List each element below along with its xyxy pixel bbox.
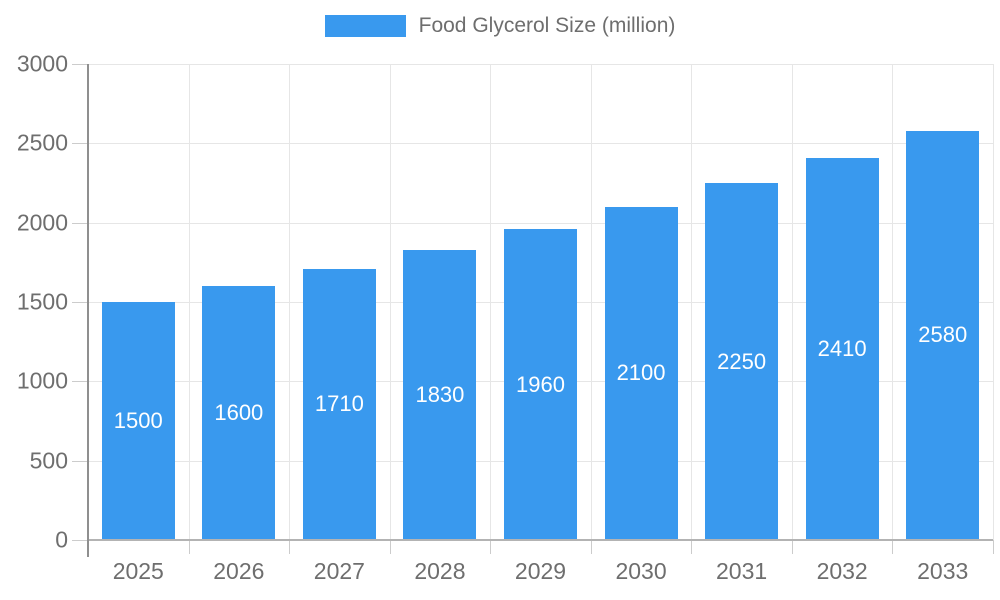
x-axis-line bbox=[88, 539, 993, 541]
v-gridline bbox=[892, 64, 894, 540]
y-axis-label: 2500 bbox=[16, 129, 68, 156]
v-gridline bbox=[993, 64, 994, 540]
x-axis-label: 2029 bbox=[514, 558, 567, 584]
v-gridline bbox=[590, 64, 592, 540]
x-axis-label: 2026 bbox=[213, 558, 265, 584]
bar[interactable]: 1960 bbox=[504, 229, 577, 540]
x-axis-label: 2031 bbox=[716, 558, 768, 584]
y-tick bbox=[72, 540, 88, 541]
y-tick bbox=[72, 302, 88, 303]
y-tick bbox=[72, 222, 88, 224]
y-axis-label: 500 bbox=[29, 447, 68, 474]
v-gridline bbox=[791, 64, 793, 540]
x-tick bbox=[892, 540, 894, 554]
x-axis-label: 2028 bbox=[414, 558, 466, 584]
y-axis-label: 0 bbox=[55, 526, 68, 553]
legend[interactable]: Food Glycerol Size (million) bbox=[0, 14, 1000, 38]
h-gridline bbox=[88, 222, 993, 224]
bar-value-label: 2100 bbox=[616, 360, 666, 386]
bar-value-label: 1960 bbox=[516, 371, 565, 397]
bar-value-label: 1710 bbox=[314, 391, 364, 417]
bar[interactable]: 1830 bbox=[403, 249, 477, 540]
x-tick bbox=[791, 540, 793, 554]
x-axis-label: 2025 bbox=[112, 558, 164, 584]
x-tick bbox=[188, 540, 190, 554]
v-gridline bbox=[289, 64, 291, 540]
h-gridline bbox=[88, 143, 993, 145]
x-axis-label: 2030 bbox=[615, 558, 667, 584]
bar-value-label: 2580 bbox=[918, 322, 968, 348]
y-axis-line bbox=[87, 64, 89, 557]
bar[interactable]: 1600 bbox=[202, 286, 276, 540]
h-gridline bbox=[88, 64, 993, 65]
v-gridline bbox=[490, 64, 492, 540]
legend-label: Food Glycerol Size (million) bbox=[418, 14, 676, 37]
y-axis-label: 3000 bbox=[16, 50, 68, 77]
x-axis-label: 2027 bbox=[313, 558, 365, 584]
plot-area: 0 500 1000 1500 2000 2500 3000 1500 2025 1600 2026… bbox=[17, 52, 994, 583]
x-tick bbox=[691, 540, 693, 554]
x-tick bbox=[993, 540, 994, 554]
bar-value-label: 1600 bbox=[214, 400, 264, 426]
bar-value-label: 2410 bbox=[817, 335, 867, 361]
y-axis-label: 1500 bbox=[16, 288, 68, 315]
x-tick bbox=[389, 540, 391, 554]
x-tick bbox=[590, 540, 592, 554]
y-axis-label: 1000 bbox=[16, 367, 68, 394]
legend-swatch-icon bbox=[324, 15, 406, 37]
y-tick bbox=[72, 64, 88, 65]
bar[interactable]: 1710 bbox=[302, 268, 376, 540]
bar-value-label: 2250 bbox=[717, 348, 767, 374]
v-gridline bbox=[188, 64, 190, 540]
y-tick bbox=[72, 460, 88, 462]
x-axis-label: 2033 bbox=[917, 558, 969, 584]
bar-value-label: 1830 bbox=[415, 381, 465, 407]
y-axis-label: 2000 bbox=[16, 209, 68, 236]
bar[interactable]: 2250 bbox=[705, 183, 779, 540]
v-gridline bbox=[389, 64, 391, 540]
x-axis-label: 2032 bbox=[816, 558, 868, 584]
bar[interactable]: 2410 bbox=[805, 157, 879, 540]
bar[interactable]: 2580 bbox=[906, 130, 980, 540]
v-gridline bbox=[691, 64, 693, 540]
bar[interactable]: 1500 bbox=[101, 302, 175, 540]
bar-value-label: 1500 bbox=[113, 408, 163, 433]
x-tick bbox=[289, 540, 291, 554]
y-tick bbox=[72, 143, 88, 145]
y-tick bbox=[72, 381, 88, 383]
bar[interactable]: 2100 bbox=[604, 206, 678, 540]
x-tick bbox=[490, 540, 492, 554]
